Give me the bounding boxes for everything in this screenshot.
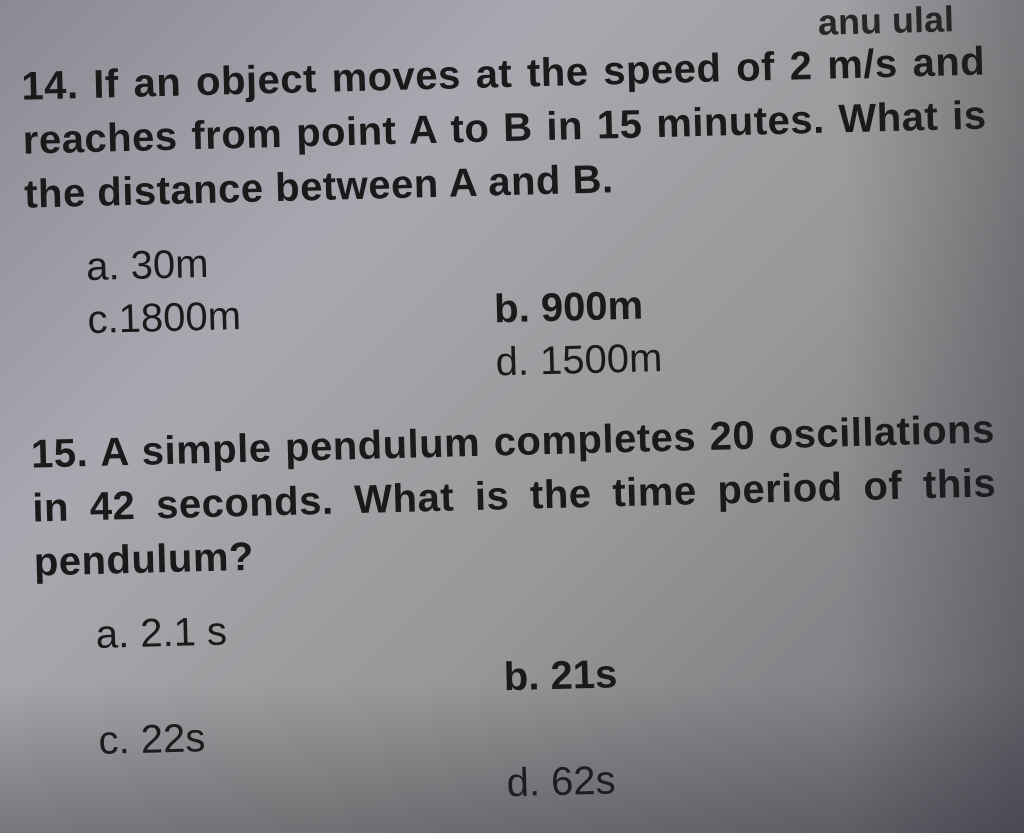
option-15-c: c. 22s [98, 708, 506, 764]
question-14-text: 14. If an object moves at the speed of 2… [21, 35, 989, 222]
option-value: 22s [140, 716, 206, 762]
question-14-body: If an object moves at the speed of 2 m/s… [22, 40, 987, 217]
option-14-c: c.1800m [87, 287, 495, 343]
option-label: a. [86, 244, 120, 289]
question-15: 15. A simple pendulum completes 20 oscil… [30, 402, 1004, 818]
option-value: 1800m [118, 294, 241, 341]
option-value: 62s [551, 758, 617, 804]
option-label: c. [98, 718, 130, 763]
question-15-options: a. 2.1 s b. 21s c. 22s [35, 589, 1004, 818]
option-14-b: b. 900m [494, 274, 992, 332]
option-label: b. [503, 654, 540, 699]
question-14: 14. If an object moves at the speed of 2… [21, 35, 994, 398]
option-value: 1500m [539, 336, 662, 383]
option-label: d. [495, 340, 529, 385]
option-value: 900m [540, 284, 643, 331]
option-value: 2.1 s [140, 610, 228, 656]
question-15-number: 15. [30, 431, 88, 476]
option-value: 21s [550, 652, 618, 698]
option-15-a: a. 2.1 s [95, 602, 503, 658]
question-14-options: a. 30m c.1800m b. 900m d. 1500m [26, 221, 994, 397]
question-15-body: A simple pendulum completes 20 oscillati… [32, 407, 997, 584]
question-15-text: 15. A simple pendulum completes 20 oscil… [30, 402, 998, 589]
question-14-number: 14. [21, 63, 79, 108]
option-15-b: b. 21s [503, 642, 1001, 700]
option-label: d. [506, 760, 540, 805]
option-14-a: a. 30m [86, 234, 494, 290]
option-label: c. [87, 297, 119, 342]
option-value: 30m [130, 242, 209, 288]
option-14-d: d. 1500m [495, 327, 993, 385]
option-label: a. [95, 612, 129, 657]
option-15-d: d. 62s [506, 748, 1004, 806]
option-label: b. [494, 287, 531, 332]
